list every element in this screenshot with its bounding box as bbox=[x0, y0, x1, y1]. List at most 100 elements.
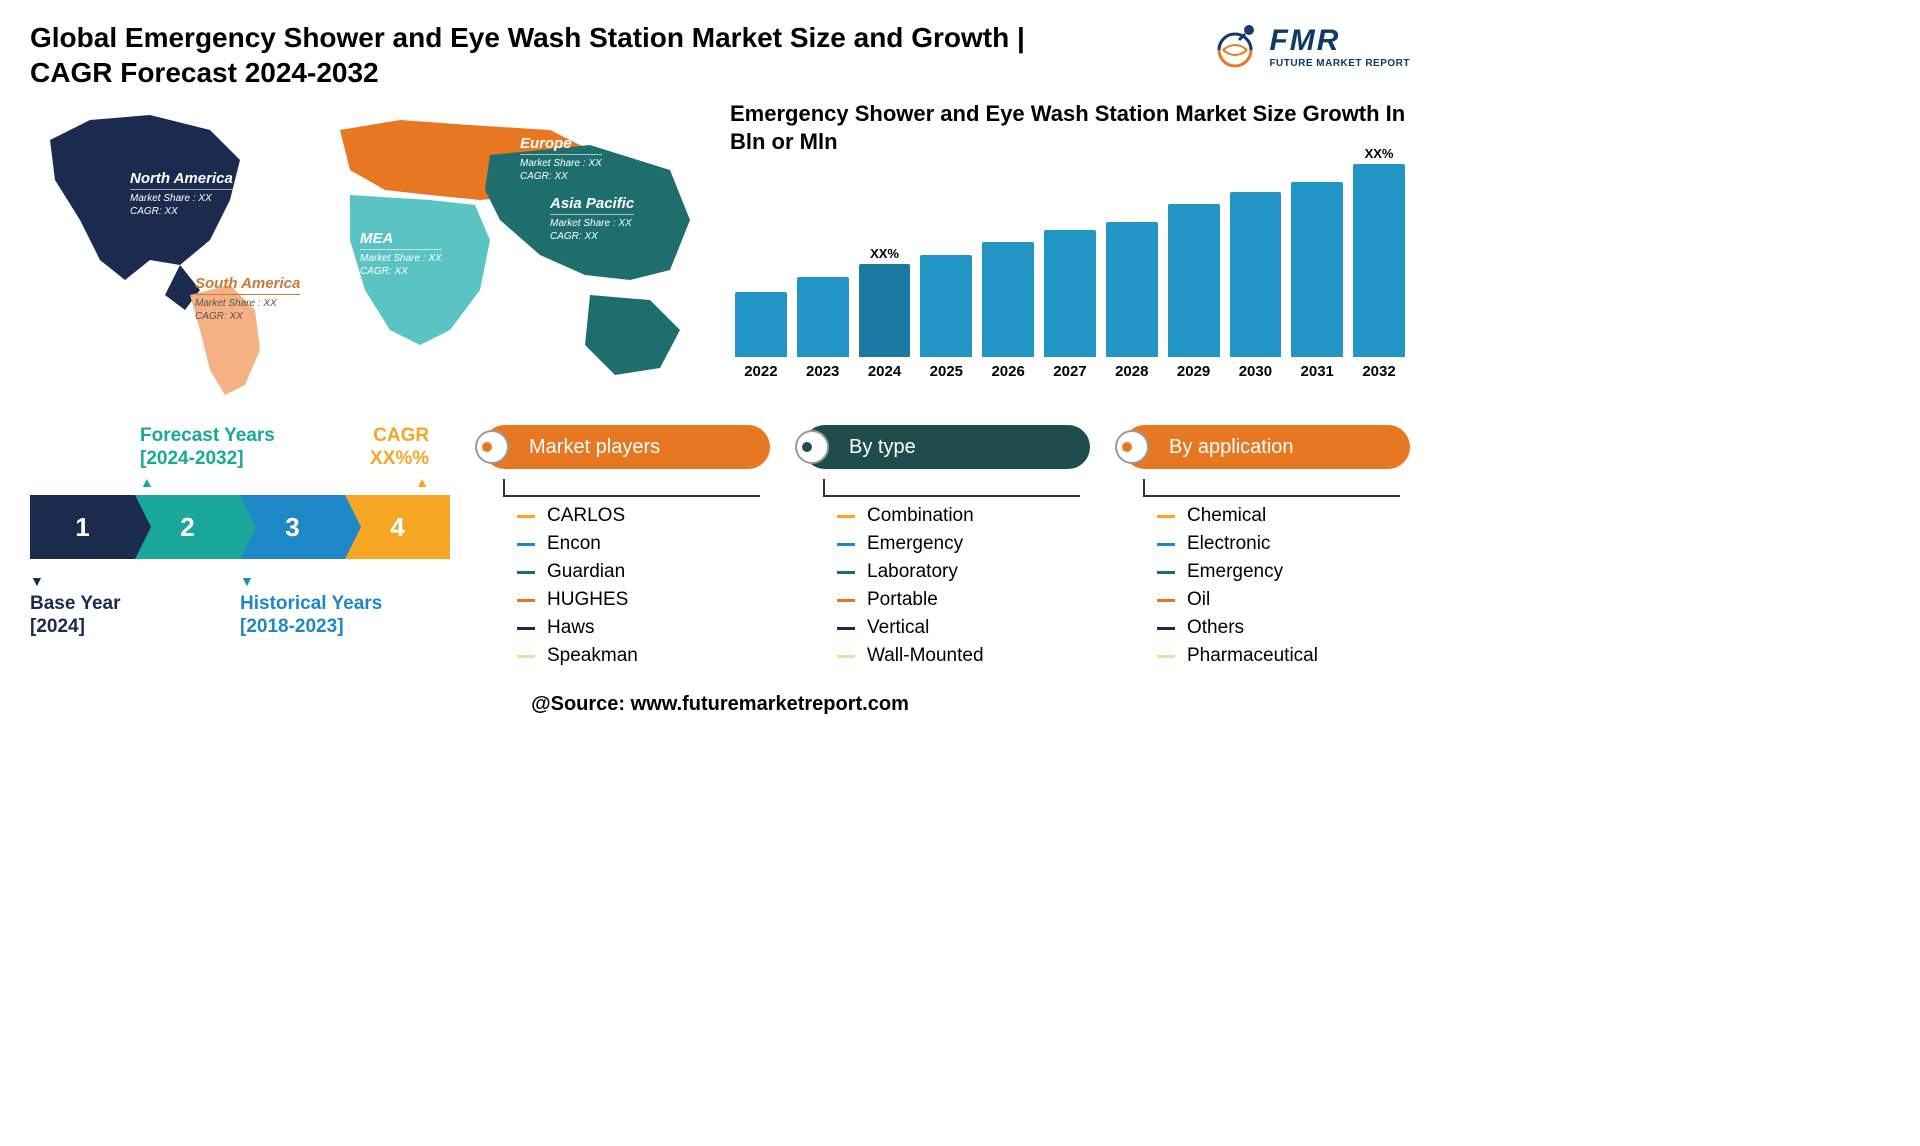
bar-year-label: 2027 bbox=[1053, 363, 1086, 380]
bar-col: 2025 bbox=[920, 255, 972, 380]
tick-icon bbox=[517, 515, 535, 518]
triangle-down-icon: ▲ bbox=[140, 474, 154, 490]
region-mea-label: MEA Market Share : XX CAGR: XX bbox=[360, 230, 442, 278]
category-title: By application bbox=[1123, 425, 1410, 469]
list-item-label: Portable bbox=[867, 589, 938, 611]
region-ap-label: Asia Pacific Market Share : XX CAGR: XX bbox=[550, 195, 634, 243]
bar-col: 2031 bbox=[1291, 182, 1343, 380]
timeline-block: Forecast Years [2024-2032] ▲ CAGR XX%% ▲… bbox=[30, 425, 450, 559]
tick-icon bbox=[837, 543, 855, 546]
list-item: Electronic bbox=[1157, 533, 1410, 555]
list-item-label: Oil bbox=[1187, 589, 1210, 611]
list-item-label: Guardian bbox=[547, 561, 625, 583]
list-item: Emergency bbox=[837, 533, 1090, 555]
globe-spyglass-icon bbox=[1209, 20, 1261, 72]
list-item: CARLOS bbox=[517, 505, 770, 527]
chart-title: Emergency Shower and Eye Wash Station Ma… bbox=[730, 100, 1410, 155]
list-item-label: Haws bbox=[547, 617, 595, 639]
region-sa-label: South America Market Share : XX CAGR: XX bbox=[195, 275, 300, 323]
list-item: Guardian bbox=[517, 561, 770, 583]
list-item-label: Speakman bbox=[547, 645, 638, 667]
bar-year-label: 2028 bbox=[1115, 363, 1148, 380]
list-item-label: CARLOS bbox=[547, 505, 625, 527]
category-header: Market players bbox=[475, 425, 770, 469]
triangle-down-icon: ▲ bbox=[415, 474, 429, 490]
bar-year-label: 2032 bbox=[1362, 363, 1395, 380]
bar bbox=[1168, 204, 1220, 357]
category-dot-icon bbox=[475, 430, 509, 464]
divider bbox=[1143, 495, 1400, 497]
category-list: CARLOSEnconGuardianHUGHESHawsSpeakman bbox=[517, 505, 770, 667]
bar bbox=[859, 264, 911, 357]
list-item: Vertical bbox=[837, 617, 1090, 639]
list-item-label: Laboratory bbox=[867, 561, 958, 583]
tick-icon bbox=[837, 599, 855, 602]
bar bbox=[982, 242, 1034, 357]
divider bbox=[823, 495, 1080, 497]
list-item: Chemical bbox=[1157, 505, 1410, 527]
world-map: North America Market Share : XX CAGR: XX… bbox=[30, 100, 710, 400]
bar-col: 2029 bbox=[1168, 204, 1220, 380]
tick-icon bbox=[517, 655, 535, 658]
list-item: Wall-Mounted bbox=[837, 645, 1090, 667]
category-title: Market players bbox=[483, 425, 770, 469]
page-title: Global Emergency Shower and Eye Wash Sta… bbox=[30, 20, 1030, 90]
bar-year-label: 2025 bbox=[930, 363, 963, 380]
list-item-label: Combination bbox=[867, 505, 974, 527]
tick-icon bbox=[517, 627, 535, 630]
fmr-logo: FMR FUTURE MARKET REPORT bbox=[1209, 20, 1410, 72]
bar-col: 2028 bbox=[1106, 222, 1158, 380]
region-na-label: North America Market Share : XX CAGR: XX bbox=[130, 170, 233, 218]
triangle-down-icon: ▼ bbox=[30, 573, 44, 589]
bar bbox=[1106, 222, 1158, 357]
category-header: By type bbox=[795, 425, 1090, 469]
list-item-label: Vertical bbox=[867, 617, 929, 639]
list-item: Haws bbox=[517, 617, 770, 639]
bar bbox=[1291, 182, 1343, 357]
tl-label-forecast: Forecast Years [2024-2032] ▲ bbox=[140, 425, 275, 493]
bar-annotation: XX% bbox=[870, 246, 899, 261]
bar-year-label: 2026 bbox=[991, 363, 1024, 380]
category-list: Combination Emergency Laboratory Portable Ve… bbox=[837, 505, 1090, 667]
tick-icon bbox=[837, 571, 855, 574]
category-list: Chemical Electronic Emergency Oil Others Phar… bbox=[1157, 505, 1410, 667]
source-line: @Source: www.futuremarketreport.com bbox=[30, 693, 1410, 716]
tick-icon bbox=[517, 599, 535, 602]
bar-year-label: 2030 bbox=[1239, 363, 1272, 380]
tick-icon bbox=[837, 627, 855, 630]
bar bbox=[1353, 164, 1405, 357]
bar-col: 2027 bbox=[1044, 230, 1096, 380]
timeline-bar: 1234 bbox=[30, 495, 450, 559]
list-item: Pharmaceutical bbox=[1157, 645, 1410, 667]
list-item-label: Wall-Mounted bbox=[867, 645, 984, 667]
region-eu-label: Europe Market Share : XX CAGR: XX bbox=[520, 135, 602, 183]
tick-icon bbox=[1157, 571, 1175, 574]
list-item-label: Chemical bbox=[1187, 505, 1266, 527]
list-item-label: Emergency bbox=[1187, 561, 1283, 583]
list-item-label: Others bbox=[1187, 617, 1244, 639]
tl-label-base: ▼ Base Year [2024] bbox=[30, 570, 121, 638]
cat-by-application: By application Chemical Electronic Emergenc… bbox=[1115, 425, 1410, 673]
bar-year-label: 2031 bbox=[1301, 363, 1334, 380]
bar bbox=[797, 277, 849, 357]
bar bbox=[735, 292, 787, 357]
list-item: Others bbox=[1157, 617, 1410, 639]
cat-by-type: By type Combination Emergency Laboratory Por… bbox=[795, 425, 1090, 673]
category-header: By application bbox=[1115, 425, 1410, 469]
list-item: HUGHES bbox=[517, 589, 770, 611]
list-item: Portable bbox=[837, 589, 1090, 611]
list-item-label: HUGHES bbox=[547, 589, 628, 611]
bar-col: XX%2024 bbox=[859, 264, 911, 380]
tick-icon bbox=[517, 571, 535, 574]
bar-year-label: 2024 bbox=[868, 363, 901, 380]
category-title: By type bbox=[803, 425, 1090, 469]
bar-year-label: 2022 bbox=[744, 363, 777, 380]
bar bbox=[1230, 192, 1282, 357]
list-item: Combination bbox=[837, 505, 1090, 527]
tick-icon bbox=[517, 543, 535, 546]
tick-icon bbox=[1157, 515, 1175, 518]
list-item: Laboratory bbox=[837, 561, 1090, 583]
category-dot-icon bbox=[795, 430, 829, 464]
list-item-label: Emergency bbox=[867, 533, 963, 555]
tick-icon bbox=[1157, 655, 1175, 658]
